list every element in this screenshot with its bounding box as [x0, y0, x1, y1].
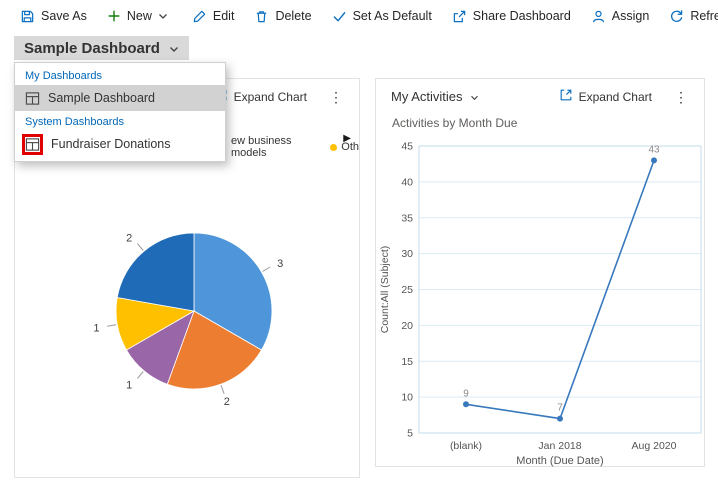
pie-label-leader — [137, 371, 144, 379]
dashboard-selector[interactable]: Sample Dashboard — [14, 36, 189, 60]
pie-card-header: Expand Chart ⋮ — [15, 79, 359, 109]
pie-label-leader — [107, 324, 117, 327]
assign-label: Assign — [611, 9, 650, 23]
delete-label: Delete — [275, 9, 312, 23]
pie-data-label: 2 — [126, 233, 132, 245]
chart-legend: ew business models Oth — [231, 135, 359, 159]
new-label: New — [126, 9, 152, 23]
chart-title: Activities by Month Due — [392, 116, 518, 130]
legend-scroll-right-icon[interactable]: ▶ — [343, 133, 351, 144]
plus-icon — [107, 9, 121, 23]
data-label: 9 — [463, 388, 469, 399]
data-point[interactable] — [651, 157, 657, 164]
dropdown-item-sample-dashboard[interactable]: Sample Dashboard — [15, 85, 225, 111]
share-dashboard-label: Share Dashboard — [472, 9, 571, 23]
dropdown-item-label: Fundraiser Donations — [51, 137, 171, 151]
dashboard-grid-icon — [25, 91, 40, 106]
more-options-icon[interactable]: ⋮ — [329, 88, 343, 105]
command-bar: Save As New Edit Delete Set As Default — [0, 0, 718, 32]
delete-button[interactable]: Delete — [244, 0, 321, 32]
card-title-label: My Activities — [391, 89, 463, 104]
set-as-default-label: Set As Default — [352, 9, 432, 23]
expand-chart-icon — [559, 88, 573, 105]
chevron-down-icon — [158, 13, 168, 20]
new-button[interactable]: New — [97, 0, 178, 32]
pie-label-leader — [262, 266, 271, 272]
my-activities-selector[interactable]: My Activities — [391, 89, 479, 104]
save-icon — [20, 9, 35, 24]
pie-slice[interactable] — [193, 232, 273, 351]
data-point[interactable] — [463, 401, 469, 408]
pie-label-leader — [137, 243, 144, 251]
y-tick-label: 10 — [401, 392, 413, 404]
legend-label: ew business models — [231, 135, 292, 159]
dashboard-grid-icon — [25, 137, 40, 152]
save-as-label: Save As — [41, 9, 87, 23]
y-tick-label: 35 — [401, 212, 413, 224]
dropdown-item-fundraiser-donations[interactable]: Fundraiser Donations — [15, 131, 225, 157]
chevron-down-icon — [470, 89, 479, 104]
x-tick-label: Aug 2020 — [632, 440, 677, 452]
pie-data-label: 3 — [277, 258, 283, 270]
y-tick-label: 25 — [401, 284, 413, 296]
data-label: 43 — [648, 144, 660, 155]
pie-chart: 3 2 1 1 2 — [93, 232, 283, 409]
refresh-all-button[interactable]: Refresh All — [659, 0, 718, 32]
pie-data-label: 1 — [126, 380, 132, 392]
plot-border — [418, 145, 702, 434]
pie-label-leader — [220, 385, 225, 394]
pencil-icon — [192, 9, 207, 24]
y-tick-label: 15 — [401, 356, 413, 368]
dashboard-selector-label: Sample Dashboard — [24, 39, 160, 57]
y-tick-label: 20 — [401, 320, 413, 332]
x-axis-title: Month (Due Date) — [516, 455, 603, 467]
expand-chart-label: Expand Chart — [578, 89, 652, 104]
line-chart: 5 10 15 20 25 30 35 40 45 9 (blank) 7 Jan 2018 43 Aug … — [379, 141, 702, 467]
y-tick-label: 40 — [401, 176, 413, 188]
x-tick-label: Jan 2018 — [538, 440, 581, 452]
edit-button[interactable]: Edit — [182, 0, 245, 32]
pie-slice[interactable] — [116, 232, 195, 312]
y-axis-title: Count:All (Subject) — [379, 246, 391, 334]
person-icon — [591, 9, 606, 24]
check-icon — [332, 9, 347, 24]
annotation-highlight — [22, 133, 43, 155]
line-chart-card: My Activities Expand Chart ⋮ Activities … — [375, 78, 705, 467]
legend-label: Oth — [341, 141, 359, 153]
dashboard-dropdown-menu: My Dashboards Sample Dashboard System Da… — [14, 62, 226, 162]
chevron-down-icon — [169, 40, 179, 57]
dropdown-group-my-dashboards: My Dashboards — [25, 70, 103, 82]
dropdown-item-label: Sample Dashboard — [48, 91, 156, 105]
y-tick-label: 45 — [401, 141, 413, 153]
data-point[interactable] — [557, 415, 563, 422]
edit-label: Edit — [212, 9, 235, 23]
y-tick-label: 30 — [401, 248, 413, 260]
save-as-button[interactable]: Save As — [10, 0, 97, 32]
expand-chart-button[interactable]: Expand Chart — [559, 88, 652, 105]
pie-data-label: 2 — [224, 396, 230, 408]
y-tick-label: 5 — [407, 428, 413, 440]
legend-item[interactable]: ew business models — [231, 135, 318, 159]
line-card-header: My Activities Expand Chart ⋮ — [376, 79, 704, 109]
expand-chart-button[interactable]: Expand Chart — [214, 88, 307, 105]
share-dashboard-button[interactable]: Share Dashboard — [442, 0, 581, 32]
legend-dot — [330, 143, 338, 151]
refresh-icon — [669, 9, 684, 24]
share-icon — [452, 9, 467, 24]
assign-button[interactable]: Assign — [581, 0, 660, 32]
expand-chart-label: Expand Chart — [233, 89, 307, 104]
more-options-icon[interactable]: ⋮ — [674, 88, 688, 105]
set-as-default-button[interactable]: Set As Default — [322, 0, 442, 32]
pie-slice[interactable] — [166, 310, 263, 390]
x-tick-label: (blank) — [450, 440, 482, 452]
data-label: 7 — [557, 403, 563, 414]
dropdown-group-system-dashboards: System Dashboards — [25, 116, 125, 128]
trash-icon — [254, 9, 269, 24]
legend-item[interactable]: Oth — [330, 141, 359, 153]
pie-data-label: 1 — [93, 323, 99, 335]
refresh-all-label: Refresh All — [690, 9, 718, 23]
